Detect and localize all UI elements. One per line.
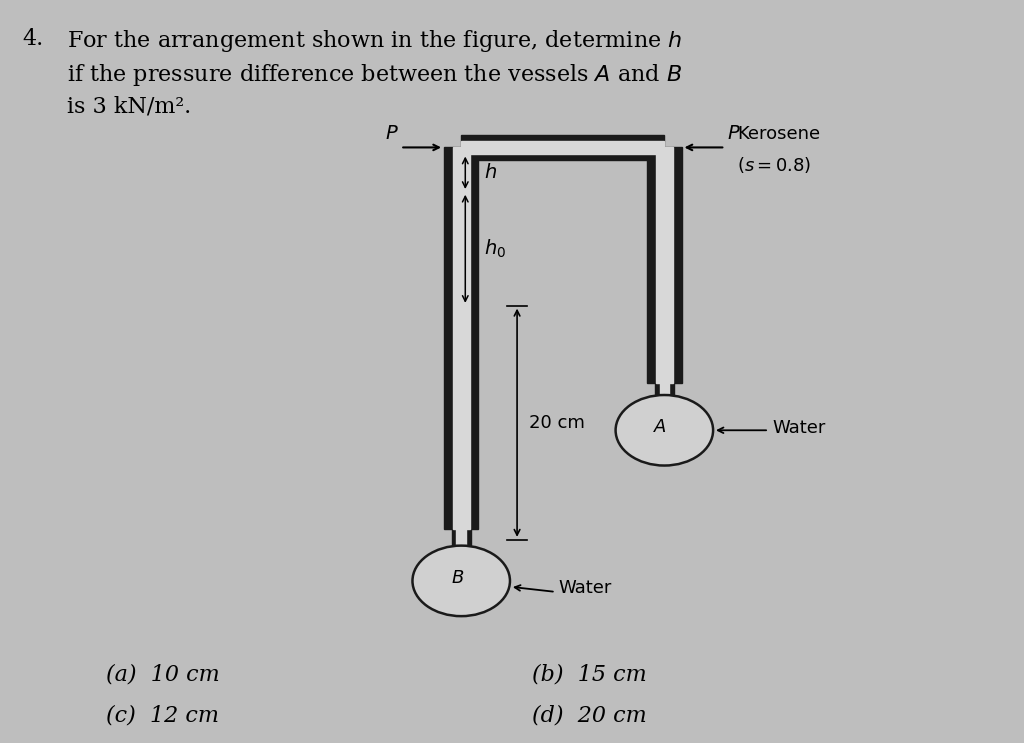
Text: (d)  20 cm: (d) 20 cm (532, 704, 647, 727)
Text: (a)  10 cm: (a) 10 cm (105, 663, 219, 685)
Circle shape (615, 395, 713, 466)
Polygon shape (452, 530, 471, 551)
Text: $A$: $A$ (653, 418, 668, 436)
Text: For the arrangement shown in the figure, determine $h$
if the pressure differenc: For the arrangement shown in the figure,… (68, 27, 682, 118)
Polygon shape (453, 147, 470, 530)
Text: $P$: $P$ (727, 124, 741, 143)
Text: $(s = 0.8)$: $(s = 0.8)$ (737, 155, 812, 175)
Text: Water: Water (772, 419, 825, 437)
Text: (c)  12 cm: (c) 12 cm (105, 704, 219, 727)
Polygon shape (444, 147, 478, 530)
Text: $B$: $B$ (451, 569, 464, 587)
Polygon shape (461, 135, 665, 160)
Polygon shape (647, 147, 682, 383)
Circle shape (413, 545, 510, 616)
Text: 4.: 4. (23, 27, 44, 50)
Polygon shape (659, 383, 669, 400)
Text: $h$: $h$ (483, 163, 497, 182)
Text: Water: Water (559, 580, 612, 597)
Text: $h_0$: $h_0$ (483, 238, 506, 260)
Polygon shape (457, 530, 466, 551)
Text: 20 cm: 20 cm (529, 414, 585, 432)
Polygon shape (655, 147, 673, 383)
Polygon shape (655, 383, 674, 400)
Text: $P$: $P$ (385, 124, 398, 143)
Polygon shape (461, 141, 665, 154)
Text: Kerosene: Kerosene (737, 125, 820, 143)
Text: (b)  15 cm: (b) 15 cm (532, 663, 647, 685)
